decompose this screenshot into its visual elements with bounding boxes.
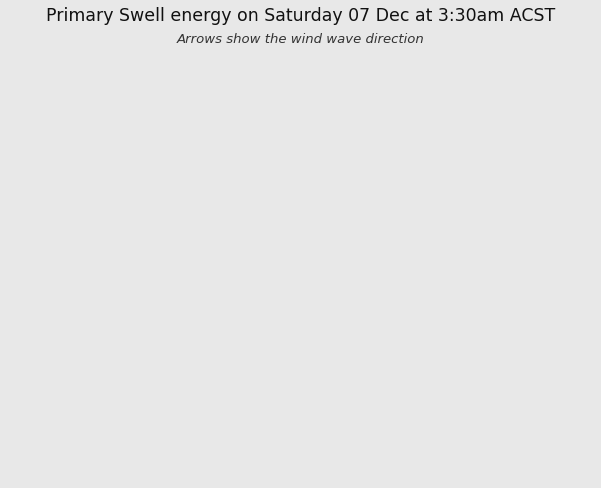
Text: Arrows show the wind wave direction: Arrows show the wind wave direction	[177, 34, 424, 46]
Text: Primary Swell energy on Saturday 07 Dec at 3:30am ACST: Primary Swell energy on Saturday 07 Dec …	[46, 7, 555, 25]
